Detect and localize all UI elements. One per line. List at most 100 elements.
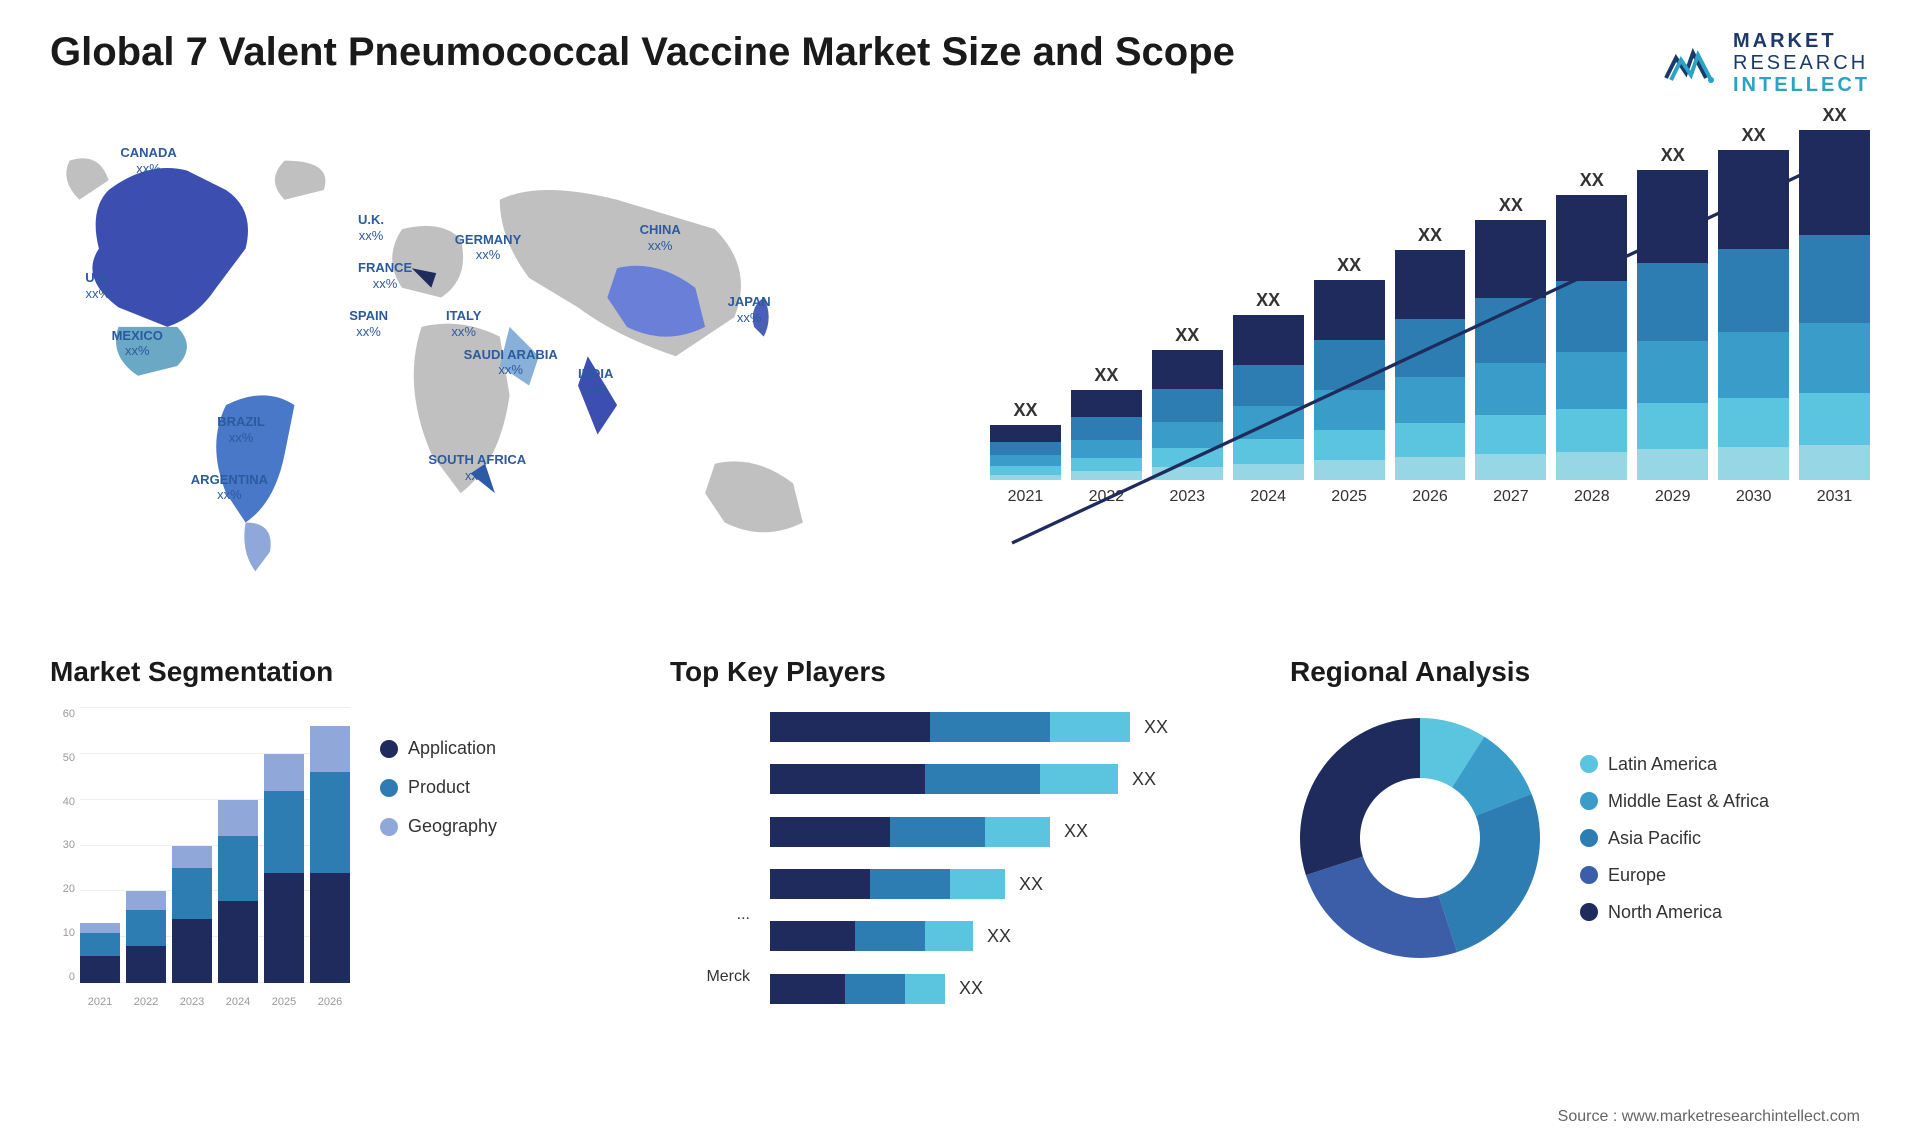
player-label: ...: [670, 906, 750, 924]
player-row: XX: [770, 974, 1250, 1004]
growth-chart: XX 2021 XX 2022 XX 2023 XX 2024 XX 2025 XX 2026 XX 20…: [990, 126, 1870, 606]
players-bars: XX XX XX XX XX XX: [770, 708, 1250, 1008]
donut-slice: [1439, 794, 1540, 952]
logo-text-3: INTELLECT: [1733, 74, 1870, 96]
growth-year-label: 2022: [1089, 488, 1125, 506]
growth-value-label: XX: [1094, 365, 1118, 386]
seg-column: [310, 726, 350, 983]
growth-value-label: XX: [1256, 290, 1280, 311]
growth-column: XX 2029: [1637, 145, 1708, 506]
players-section: Top Key Players ... Merck XX XX XX XX XX XX: [670, 656, 1250, 1036]
growth-year-label: 2025: [1331, 488, 1367, 506]
player-value: XX: [1132, 769, 1156, 790]
seg-year-label: 2023: [172, 996, 212, 1008]
growth-column: XX 2030: [1718, 125, 1789, 506]
regional-section: Regional Analysis Latin America Middle Ea…: [1290, 656, 1870, 1036]
legend-item: North America: [1580, 902, 1769, 923]
growth-year-label: 2021: [1008, 488, 1044, 506]
player-value: XX: [959, 978, 983, 999]
world-map: CANADAxx% U.S.xx% MEXICOxx% BRAZILxx% ARGENT…: [50, 126, 930, 606]
player-row: XX: [770, 921, 1250, 951]
map-label: FRANCExx%: [358, 260, 412, 291]
legend-item: Application: [380, 738, 497, 759]
player-value: XX: [987, 926, 1011, 947]
map-label: INDIAxx%: [578, 366, 613, 397]
growth-column: XX 2021: [990, 400, 1061, 506]
growth-year-label: 2031: [1817, 488, 1853, 506]
growth-column: XX 2026: [1395, 225, 1466, 506]
growth-column: XX 2022: [1071, 365, 1142, 506]
logo-text-1: MARKET: [1733, 30, 1870, 52]
map-label: CANADAxx%: [120, 145, 176, 176]
map-label: SAUDI ARABIAxx%: [464, 347, 558, 378]
players-labels: ... Merck: [670, 708, 750, 1008]
growth-value-label: XX: [1175, 325, 1199, 346]
growth-year-label: 2029: [1655, 488, 1691, 506]
growth-column: XX 2031: [1799, 105, 1870, 506]
legend-item: Geography: [380, 816, 497, 837]
growth-value-label: XX: [1580, 170, 1604, 191]
player-label: Merck: [670, 968, 750, 986]
seg-year-label: 2022: [126, 996, 166, 1008]
growth-value-label: XX: [1823, 105, 1847, 126]
regional-title: Regional Analysis: [1290, 656, 1870, 688]
growth-value-label: XX: [1742, 125, 1766, 146]
segmentation-legend: Application Product Geography: [380, 708, 497, 1008]
map-label: CHINAxx%: [640, 222, 681, 253]
legend-item: Latin America: [1580, 754, 1769, 775]
seg-year-label: 2025: [264, 996, 304, 1008]
regional-legend: Latin America Middle East & Africa Asia Pa…: [1580, 754, 1769, 923]
growth-value-label: XX: [1661, 145, 1685, 166]
source-text: Source : www.marketresearchintellect.com: [1558, 1108, 1860, 1126]
map-label: GERMANYxx%: [455, 232, 521, 263]
growth-column: XX 2027: [1475, 195, 1546, 506]
map-label: MEXICOxx%: [112, 328, 163, 359]
seg-year-label: 2026: [310, 996, 350, 1008]
map-label: SPAINxx%: [349, 308, 388, 339]
growth-value-label: XX: [1418, 225, 1442, 246]
segmentation-section: Market Segmentation 0102030405060 202120…: [50, 656, 630, 1036]
growth-value-label: XX: [1013, 400, 1037, 421]
map-label: BRAZILxx%: [217, 414, 265, 445]
growth-year-label: 2023: [1169, 488, 1205, 506]
logo-icon: [1661, 38, 1721, 88]
seg-year-label: 2021: [80, 996, 120, 1008]
logo-text-2: RESEARCH: [1733, 52, 1870, 74]
growth-column: XX 2025: [1314, 255, 1385, 506]
growth-year-label: 2028: [1574, 488, 1610, 506]
donut-slice: [1300, 718, 1420, 875]
players-title: Top Key Players: [670, 656, 1250, 688]
growth-column: XX 2028: [1556, 170, 1627, 506]
regional-donut: [1290, 708, 1550, 968]
donut-slice: [1306, 857, 1457, 958]
map-label: ARGENTINAxx%: [191, 472, 268, 503]
growth-year-label: 2026: [1412, 488, 1448, 506]
legend-item: Product: [380, 777, 497, 798]
player-value: XX: [1019, 874, 1043, 895]
map-label: SOUTH AFRICAxx%: [428, 452, 526, 483]
seg-column: [126, 891, 166, 983]
growth-year-label: 2027: [1493, 488, 1529, 506]
growth-value-label: XX: [1337, 255, 1361, 276]
seg-column: [264, 754, 304, 983]
player-value: XX: [1064, 821, 1088, 842]
bottom-row: Market Segmentation 0102030405060 202120…: [50, 656, 1870, 1036]
seg-year-label: 2024: [218, 996, 258, 1008]
map-label: U.S.xx%: [85, 270, 110, 301]
legend-item: Middle East & Africa: [1580, 791, 1769, 812]
segmentation-title: Market Segmentation: [50, 656, 630, 688]
player-row: XX: [770, 712, 1250, 742]
header: Global 7 Valent Pneumococcal Vaccine Mar…: [50, 30, 1870, 96]
growth-year-label: 2024: [1250, 488, 1286, 506]
player-value: XX: [1144, 717, 1168, 738]
map-label: U.K.xx%: [358, 212, 384, 243]
growth-year-label: 2030: [1736, 488, 1772, 506]
growth-value-label: XX: [1499, 195, 1523, 216]
legend-item: Asia Pacific: [1580, 828, 1769, 849]
player-row: XX: [770, 817, 1250, 847]
player-row: XX: [770, 764, 1250, 794]
top-row: CANADAxx% U.S.xx% MEXICOxx% BRAZILxx% ARGENT…: [50, 126, 1870, 606]
seg-column: [172, 846, 212, 983]
growth-column: XX 2024: [1233, 290, 1304, 506]
player-row: XX: [770, 869, 1250, 899]
